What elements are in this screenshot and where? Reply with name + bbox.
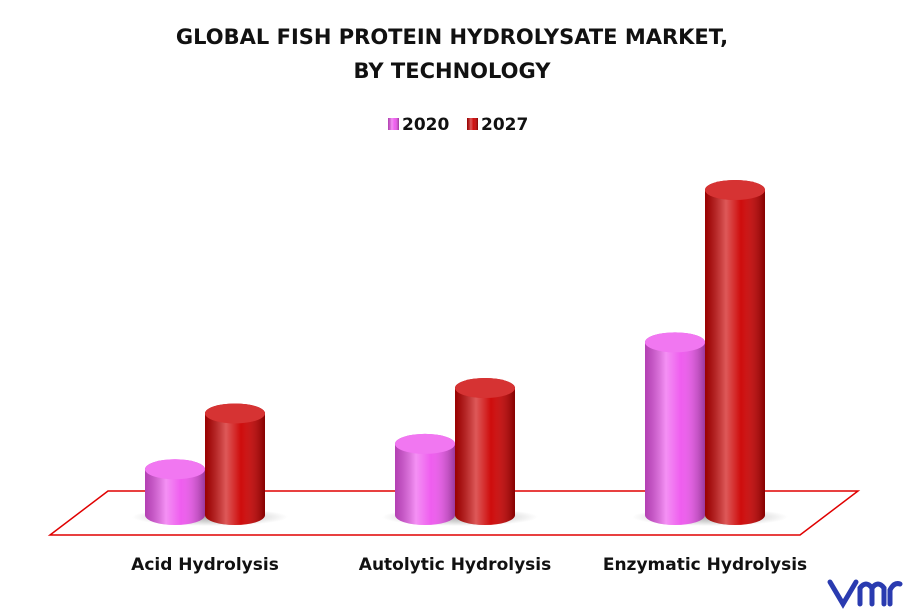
plot — [132, 180, 788, 526]
legend-swatch-shade — [467, 118, 478, 130]
bar-shade — [395, 433, 455, 525]
bar-shade — [645, 332, 705, 525]
bar-top-shade — [145, 459, 205, 480]
chart-title: GLOBAL FISH PROTEIN HYDROLYSATE MARKET, — [176, 25, 728, 49]
bar-top-shade — [645, 332, 705, 353]
x-tick-label: Acid Hydrolysis — [131, 555, 279, 575]
x-tick-label: Enzymatic Hydrolysis — [603, 555, 807, 575]
bar-top — [145, 459, 205, 480]
bar-shade — [455, 378, 515, 525]
legend-label: 2020 — [402, 115, 449, 135]
bar-shade — [705, 180, 765, 525]
bar-top — [645, 332, 705, 353]
bar-top-shade — [205, 403, 265, 424]
bar-top — [205, 403, 265, 424]
bar-top — [705, 180, 765, 200]
logo — [827, 579, 903, 609]
legend-swatch-shade — [388, 118, 399, 130]
bar-top-shade — [705, 180, 765, 200]
bar-shade — [205, 403, 265, 525]
legend-label: 2027 — [481, 115, 528, 135]
bar-top-shade — [455, 378, 515, 399]
chart-subtitle: BY TECHNOLOGY — [354, 59, 552, 83]
bar-top — [395, 433, 455, 454]
x-tick-label: Autolytic Hydrolysis — [359, 555, 551, 575]
bar-top-shade — [395, 433, 455, 454]
bar-top — [455, 378, 515, 399]
